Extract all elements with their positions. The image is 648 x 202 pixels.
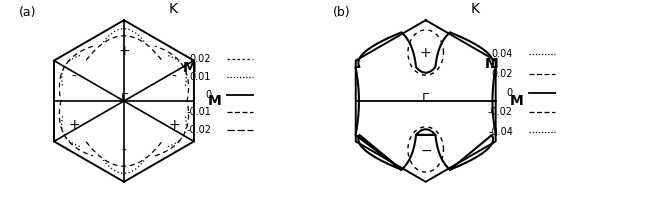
- Text: 0.01: 0.01: [190, 72, 211, 82]
- Text: (b): (b): [333, 6, 351, 19]
- Text: 0.02: 0.02: [491, 68, 513, 79]
- Text: 0: 0: [205, 89, 211, 100]
- Text: -: -: [122, 144, 126, 158]
- Text: -0.02: -0.02: [488, 107, 513, 117]
- Text: -0.02: -0.02: [186, 125, 211, 135]
- Text: -0.04: -0.04: [488, 127, 513, 137]
- Text: +: +: [168, 118, 180, 132]
- Text: M: M: [208, 94, 222, 108]
- Text: 0: 0: [507, 88, 513, 98]
- Text: +: +: [420, 45, 432, 60]
- Text: +: +: [68, 118, 80, 132]
- Text: 0.04: 0.04: [492, 49, 513, 59]
- Text: $\mathbf{M}$: $\mathbf{M}$: [484, 57, 498, 71]
- Text: $Γ$: $Γ$: [421, 92, 430, 105]
- Text: -: -: [172, 70, 176, 84]
- Text: M: M: [510, 94, 524, 108]
- Text: -0.01: -0.01: [187, 107, 211, 117]
- Text: +: +: [118, 44, 130, 58]
- Text: -: -: [71, 70, 76, 84]
- Text: (a): (a): [19, 6, 36, 19]
- Text: $Γ$: $Γ$: [119, 92, 128, 105]
- Text: 0.02: 0.02: [190, 54, 211, 64]
- Text: K: K: [168, 2, 178, 16]
- Text: K: K: [470, 2, 479, 16]
- Text: $\mathbf{M}$: $\mathbf{M}$: [182, 61, 197, 75]
- Text: $-$: $-$: [420, 142, 432, 157]
